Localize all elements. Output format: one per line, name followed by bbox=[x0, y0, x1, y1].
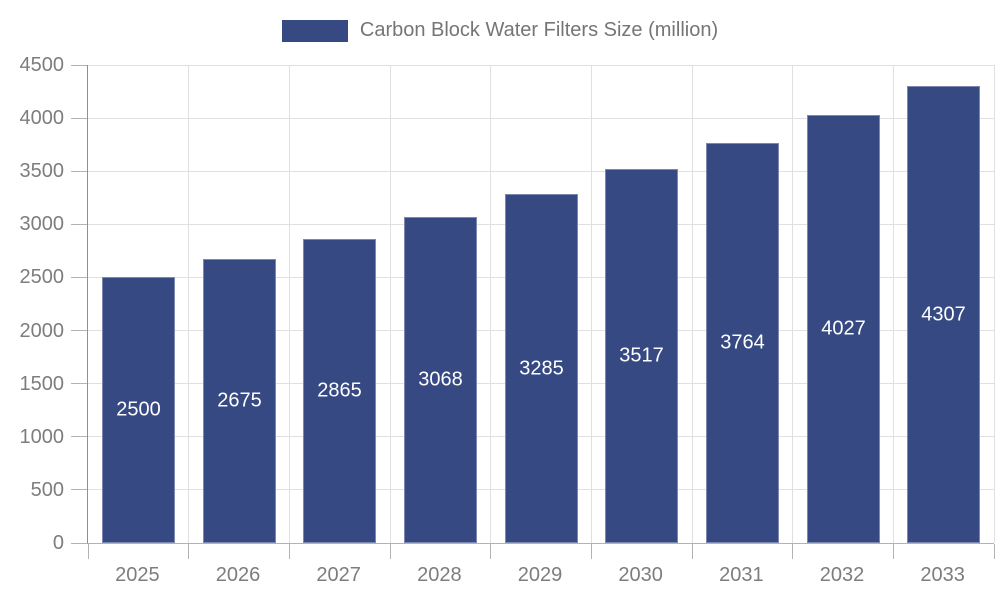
x-gridline bbox=[188, 65, 190, 543]
y-axis-tick bbox=[71, 436, 87, 438]
legend-swatch-icon bbox=[281, 19, 348, 42]
bar-value-label: 3764 bbox=[720, 331, 765, 354]
x-tick-label: 2027 bbox=[316, 564, 361, 586]
x-tick-label: 2028 bbox=[417, 564, 462, 586]
x-axis-tick bbox=[792, 544, 794, 559]
x-gridline bbox=[892, 65, 894, 543]
bar-value-label: 3285 bbox=[519, 357, 564, 379]
bar-value-label: 3068 bbox=[418, 368, 463, 391]
y-gridline bbox=[88, 170, 994, 172]
x-axis-tick bbox=[389, 544, 391, 559]
y-gridline bbox=[88, 64, 994, 66]
x-tick-label: 2030 bbox=[618, 564, 663, 586]
x-axis-tick bbox=[87, 544, 89, 559]
x-axis-tick bbox=[188, 544, 190, 559]
x-axis-tick bbox=[590, 544, 592, 559]
y-axis-tick bbox=[71, 276, 87, 278]
x-tick-label: 2025 bbox=[115, 564, 160, 586]
bar-value-label: 4307 bbox=[921, 303, 966, 325]
bar: 3285 bbox=[505, 194, 578, 543]
y-tick-label: 3500 bbox=[19, 160, 65, 183]
bar-value-label: 4027 bbox=[821, 317, 866, 340]
bar-value-label: 3517 bbox=[619, 344, 664, 367]
legend[interactable]: Carbon Block Water Filters Size (million… bbox=[0, 19, 1000, 42]
x-gridline bbox=[288, 65, 290, 543]
bar: 2675 bbox=[203, 259, 276, 543]
y-axis-tick bbox=[71, 383, 87, 385]
bar: 3764 bbox=[706, 143, 779, 543]
x-axis-tick bbox=[993, 544, 995, 559]
bar-value-label: 2865 bbox=[317, 379, 362, 402]
y-gridline bbox=[88, 117, 994, 119]
x-axis-tick bbox=[288, 544, 290, 559]
x-axis-tick bbox=[490, 544, 492, 559]
x-gridline bbox=[993, 65, 995, 543]
bar: 4027 bbox=[807, 115, 880, 543]
y-tick-label: 1000 bbox=[19, 425, 65, 448]
x-tick-label: 2026 bbox=[215, 564, 261, 586]
y-tick-label: 500 bbox=[30, 478, 64, 501]
bar: 4307 bbox=[907, 86, 980, 543]
y-tick-label: 2000 bbox=[19, 319, 65, 342]
bar: 2865 bbox=[303, 239, 376, 543]
plot-area: 2500 2675 2865 3068 3285 3517 3764 4027 4307 bbox=[71, 64, 995, 559]
x-axis-tick bbox=[691, 544, 693, 559]
x-gridline bbox=[389, 65, 391, 543]
x-gridline bbox=[691, 65, 693, 543]
x-tick-label: 2033 bbox=[920, 564, 965, 586]
y-axis-tick bbox=[71, 223, 87, 225]
y-axis-tick bbox=[71, 542, 87, 544]
bar: 3517 bbox=[605, 169, 678, 543]
y-tick-label: 4000 bbox=[19, 107, 65, 130]
x-gridline bbox=[792, 65, 794, 543]
y-tick-label: 4500 bbox=[19, 54, 65, 76]
bar: 3068 bbox=[404, 217, 477, 543]
y-axis-tick bbox=[71, 489, 87, 491]
legend-label: Carbon Block Water Filters Size (million… bbox=[359, 19, 719, 41]
y-axis-tick bbox=[71, 117, 87, 119]
x-tick-label: 2031 bbox=[719, 564, 764, 586]
y-tick-label: 0 bbox=[52, 532, 64, 554]
y-axis-tick bbox=[71, 64, 87, 66]
x-axis-tick bbox=[892, 544, 894, 559]
x-gridline bbox=[490, 65, 492, 543]
y-tick-label: 2500 bbox=[19, 266, 65, 289]
y-axis-tick bbox=[71, 170, 87, 172]
y-tick-label: 3000 bbox=[19, 213, 65, 236]
x-gridline bbox=[590, 65, 592, 543]
bar-value-label: 2500 bbox=[116, 398, 161, 421]
bar-value-label: 2675 bbox=[217, 389, 262, 412]
y-axis-tick bbox=[71, 330, 87, 332]
x-tick-label: 2032 bbox=[819, 564, 865, 586]
x-tick-label: 2029 bbox=[517, 564, 563, 586]
bar: 2500 bbox=[102, 277, 175, 543]
y-tick-label: 1500 bbox=[19, 372, 65, 395]
